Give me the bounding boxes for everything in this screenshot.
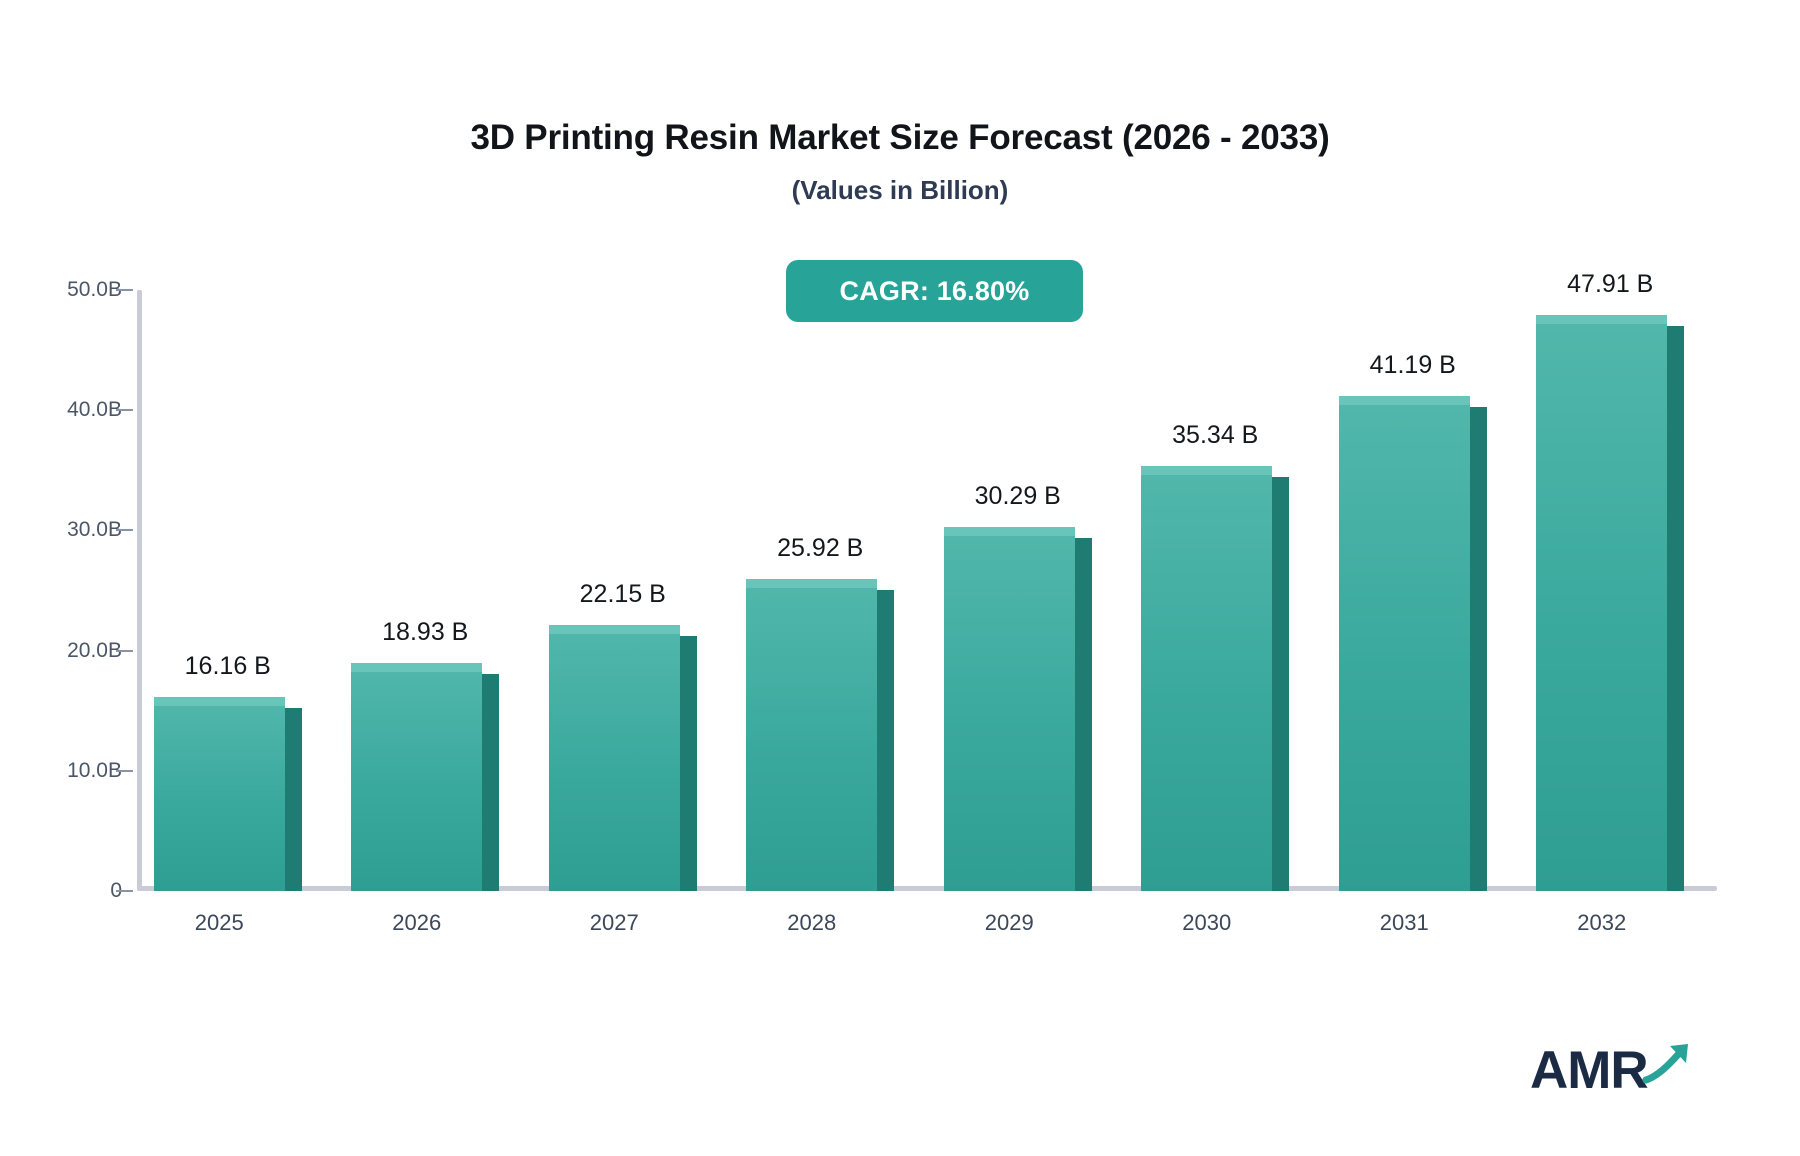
y-axis-tick-mark	[116, 409, 133, 412]
y-axis-tick-mark	[116, 529, 133, 532]
y-axis-tick-mark	[116, 649, 133, 652]
chart-title: 3D Printing Resin Market Size Forecast (…	[470, 118, 1330, 157]
bar-side-face	[1272, 477, 1290, 891]
bar-value-label: 41.19 B	[1369, 350, 1456, 379]
x-axis-tick-label: 2028	[787, 910, 837, 935]
cagr-badge: CAGR: 16.80%	[786, 260, 1083, 322]
bar-top-face	[943, 526, 1075, 536]
bar-value-label: 30.29 B	[974, 481, 1061, 510]
bar-top-face	[351, 663, 483, 673]
y-axis-tick-label: 10.0B	[67, 758, 122, 782]
bar[interactable]: 18.93 B	[351, 618, 500, 891]
bar-value-label: 16.16 B	[184, 651, 271, 680]
bar-value-label: 25.92 B	[777, 534, 864, 563]
bar-front-face	[153, 696, 285, 891]
amr-logo: AMR	[1530, 1040, 1698, 1097]
bar[interactable]: 22.15 B	[548, 580, 697, 891]
y-axis-tick-label: 0	[0, 879, 122, 903]
bar-value-label: 47.91 B	[1567, 270, 1654, 299]
plot-area: 16.16 B 18.93 B 22.15 B 25.92 B 30.29 B 35.34…	[137, 270, 1717, 891]
bar-front-face	[1141, 466, 1273, 891]
x-axis-tick-label: 2025	[194, 910, 244, 935]
x-axis-line	[137, 886, 1717, 891]
bar[interactable]: 25.92 B	[746, 534, 895, 891]
x-axis-tick-label: 2030	[1182, 910, 1232, 935]
y-axis-line	[137, 290, 142, 891]
bar-top-face	[153, 696, 285, 706]
x-axis-tick-label: 2027	[589, 910, 639, 935]
bar-front-face	[1536, 315, 1668, 891]
x-axis-tick-label: 2029	[984, 910, 1034, 935]
bar-top-face	[1141, 466, 1273, 476]
bar-top-face	[1338, 395, 1470, 405]
x-axis-tick-label: 2026	[392, 910, 442, 935]
y-axis-tick-mark	[116, 289, 133, 291]
bar-value-label: 18.93 B	[382, 618, 469, 647]
bar-value-label: 35.34 B	[1172, 421, 1259, 450]
bar-front-face	[548, 624, 680, 891]
x-axis-tick-label: 2031	[1379, 910, 1429, 935]
bar-top-face	[548, 624, 680, 634]
bar-side-face	[679, 635, 697, 891]
growth-arrow-icon	[1642, 1040, 1698, 1089]
bar-top-face	[1536, 315, 1668, 325]
y-axis-tick-label: 40.0B	[67, 398, 122, 422]
bar[interactable]: 30.29 B	[943, 482, 1092, 891]
x-axis-tick-label: 2032	[1577, 910, 1627, 935]
bar[interactable]: 16.16 B	[153, 652, 302, 891]
y-axis-tick-label: 50.0B	[67, 278, 122, 301]
bar[interactable]: 41.19 B	[1338, 351, 1487, 891]
y-axis-tick-mark	[116, 769, 133, 772]
y-axis-tick-mark	[116, 890, 133, 892]
amr-logo-text: AMR	[1530, 1041, 1649, 1100]
bar-side-face	[877, 590, 895, 891]
bar-value-label: 22.15 B	[579, 579, 666, 608]
chart-subtitle: (Values in Billion)	[791, 175, 1009, 205]
y-axis-tick-label: 20.0B	[67, 638, 122, 662]
bar-front-face	[746, 579, 878, 891]
y-axis-tick-label: 30.0B	[67, 518, 122, 542]
bar[interactable]: 35.34 B	[1141, 421, 1290, 891]
bar-side-face	[482, 674, 500, 891]
bar-front-face	[1338, 395, 1470, 891]
bar[interactable]: 47.91 B	[1536, 270, 1685, 891]
cagr-badge-label: CAGR: 16.80%	[839, 275, 1030, 306]
bar-side-face	[1074, 537, 1092, 891]
bar-side-face	[284, 707, 302, 891]
bar-front-face	[351, 663, 483, 891]
bar-top-face	[746, 579, 878, 589]
bar-side-face	[1469, 406, 1487, 891]
bar-front-face	[943, 526, 1075, 891]
bar-side-face	[1667, 326, 1685, 891]
